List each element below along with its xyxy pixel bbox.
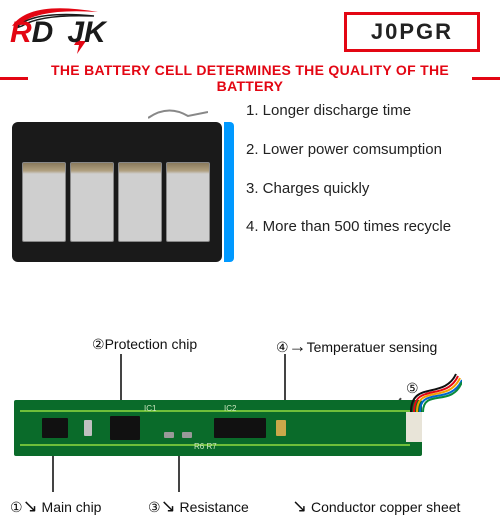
wire-icon [148, 108, 208, 122]
headline-text: THE BATTERY CELL DETERMINES THE QUALITY … [34, 62, 467, 94]
logo-letter-d: D [32, 16, 54, 49]
feature-3: 3. Charges quickly [246, 180, 482, 199]
model-number: J0PGR [344, 12, 480, 52]
ribbon-cable-icon [406, 372, 462, 446]
features-list: 1. Longer discharge time 2. Lower power … [246, 102, 482, 257]
callout-resistance: ③↘ Resistance [148, 496, 249, 517]
callout-protection-chip: ②Protection chip [92, 336, 197, 353]
callout-conductor: ↘ Conductor copper sheet [292, 496, 460, 517]
pcb-diagram: ②Protection chip ④→Temperatuer sensing ⑤… [0, 288, 500, 528]
logo-letter-r: R [10, 16, 32, 49]
callout-main-chip: ①↘ Main chip [10, 496, 101, 517]
pcb-board: IC1 IC2 R6 R7 [14, 400, 422, 456]
callout-temperature: ④→Temperatuer sensing [276, 336, 437, 357]
headline: THE BATTERY CELL DETERMINES THE QUALITY … [0, 62, 500, 94]
feature-1: 1. Longer discharge time [246, 102, 482, 121]
feature-2: 2. Lower power comsumption [246, 141, 482, 160]
battery-image [8, 102, 238, 272]
brand-logo: RD JK [10, 8, 180, 56]
feature-4: 4. More than 500 times recycle [246, 218, 482, 237]
logo-letter-jk: JK [67, 16, 105, 49]
